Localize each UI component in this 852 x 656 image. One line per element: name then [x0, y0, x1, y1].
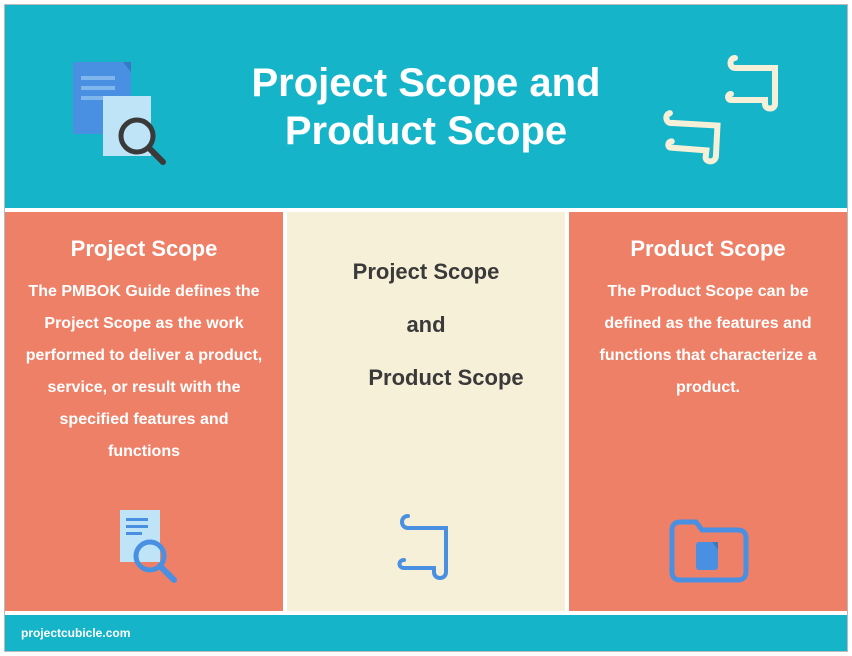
center-column: Project Scope and Product Scope [287, 212, 565, 611]
scroll-icon [390, 506, 462, 591]
scrolls-icon [657, 50, 787, 175]
right-column: Product Scope The Product Scope can be d… [569, 212, 847, 611]
right-column-title: Product Scope [630, 236, 785, 262]
columns-row: Project Scope The PMBOK Guide defines th… [5, 212, 847, 611]
header: Project Scope and Product Scope [5, 5, 847, 208]
center-column-text: Project Scope and Product Scope [328, 236, 523, 404]
document-magnify-icon [104, 506, 184, 591]
center-line-3: Product Scope [328, 352, 523, 405]
footer-text: projectcubicle.com [21, 626, 130, 640]
center-line-1: Project Scope [353, 259, 500, 284]
document-search-icon [65, 60, 175, 175]
left-column: Project Scope The PMBOK Guide defines th… [5, 212, 283, 611]
infographic-container: Project Scope and Product Scope Project … [4, 4, 848, 652]
page-title: Project Scope and Product Scope [176, 59, 676, 155]
left-column-title: Project Scope [71, 236, 218, 262]
right-column-body: The Product Scope can be defined as the … [587, 276, 829, 404]
center-line-2: and [328, 299, 523, 352]
left-column-body: The PMBOK Guide defines the Project Scop… [23, 276, 265, 468]
footer: projectcubicle.com [5, 615, 847, 651]
folder-document-icon [666, 514, 750, 591]
